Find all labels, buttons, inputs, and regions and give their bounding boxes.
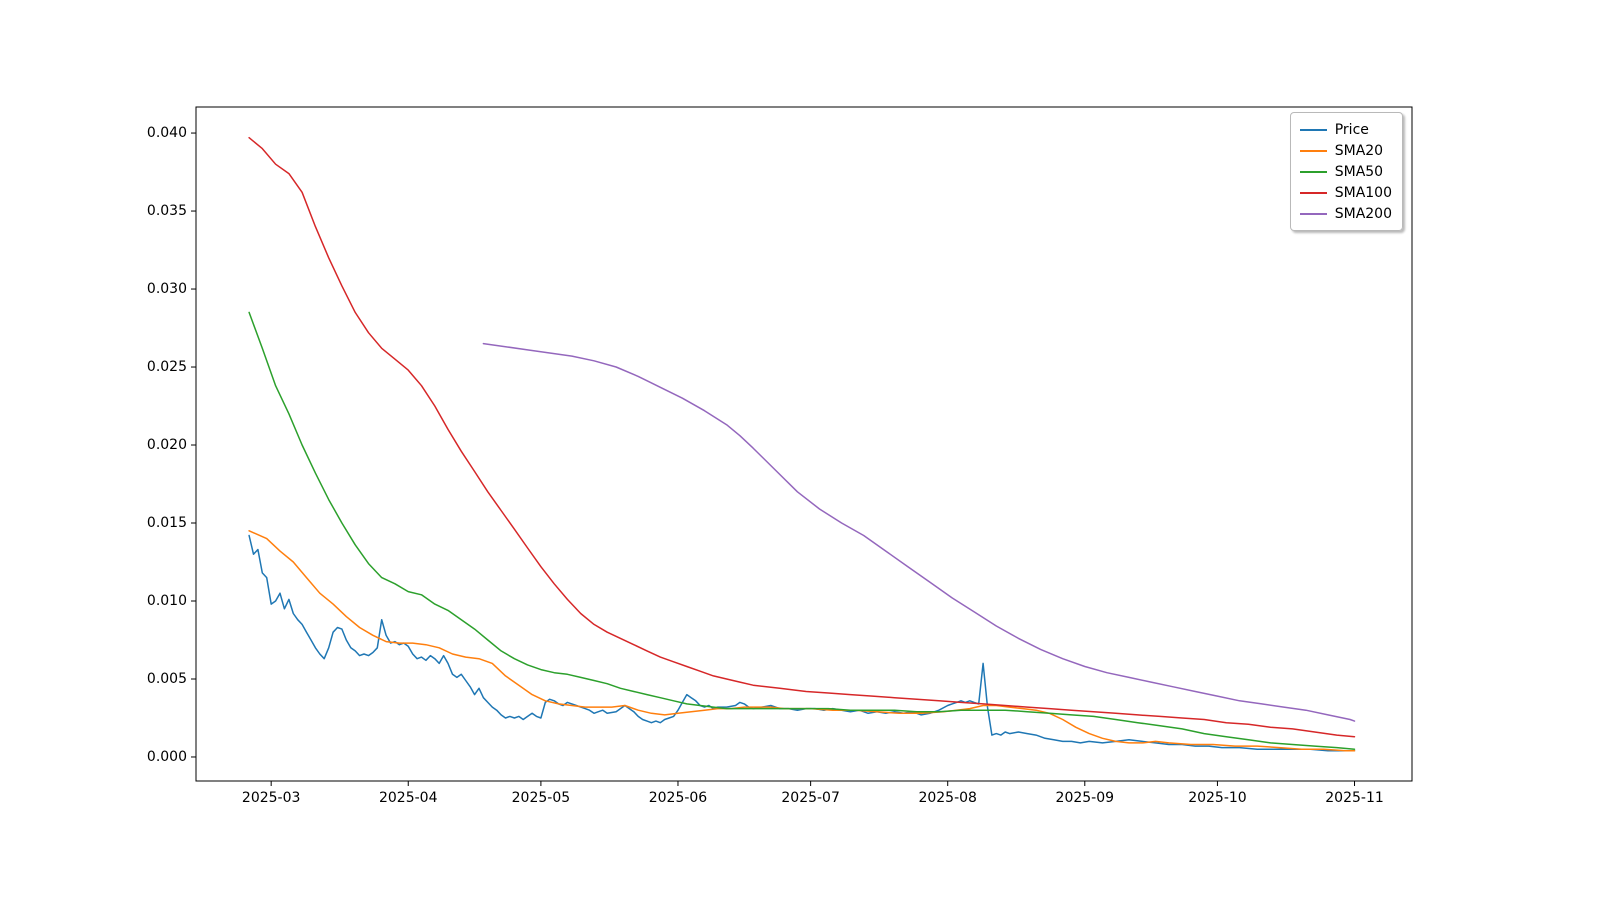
series-line-price	[248, 534, 1356, 752]
legend: Price SMA20 SMA50 SMA100 SMA200	[1289, 112, 1403, 231]
y-tick-label: 0.015	[146, 515, 187, 531]
legend-label-sma100: SMA100	[1334, 184, 1392, 201]
y-tick-label: 0.020	[146, 437, 187, 453]
x-tick-label: 2025-05	[511, 790, 571, 806]
x-tick-label: 2025-11	[1325, 790, 1384, 806]
plot-border	[195, 106, 1413, 782]
y-tick-label: 0.005	[146, 670, 187, 687]
legend-line-swatch-sma200	[1299, 212, 1327, 215]
y-tick-label: 0.000	[146, 748, 187, 765]
series-line-sma100	[248, 136, 1356, 738]
legend-label-sma20: SMA20	[1334, 142, 1384, 159]
x-tick-label: 2025-08	[918, 790, 977, 806]
series-line-sma20	[248, 530, 1356, 752]
x-tick-label: 2025-09	[1055, 790, 1115, 806]
y-tick-label: 0.030	[146, 281, 187, 298]
y-tick-label: 0.040	[146, 125, 187, 142]
legend-entry-sma50: SMA50	[1299, 161, 1392, 182]
y-tick-label: 0.035	[146, 203, 187, 220]
legend-entry-sma100: SMA100	[1299, 182, 1392, 203]
legend-entry-price: Price	[1299, 119, 1392, 140]
y-tick-label: 0.025	[146, 359, 187, 376]
series-line-sma200	[482, 342, 1356, 722]
x-tick-label: 2025-03	[241, 790, 301, 806]
x-tick-label: 2025-10	[1188, 790, 1247, 806]
x-tick-label: 2025-07	[781, 790, 840, 806]
legend-line-swatch-price	[1299, 128, 1327, 131]
legend-label-price: Price	[1334, 121, 1369, 138]
x-tick-label: 2025-06	[648, 790, 708, 806]
legend-line-swatch-sma100	[1299, 191, 1327, 194]
legend-entry-sma200: SMA200	[1299, 203, 1392, 224]
legend-label-sma200: SMA200	[1334, 205, 1392, 222]
x-tick-label: 2025-04	[378, 790, 438, 806]
legend-line-swatch-sma20	[1299, 149, 1327, 152]
legend-label-sma50: SMA50	[1334, 163, 1384, 180]
legend-entry-sma20: SMA20	[1299, 140, 1392, 161]
series-line-sma50	[248, 311, 1356, 750]
y-tick-label: 0.010	[146, 592, 187, 609]
legend-line-swatch-sma50	[1299, 170, 1327, 173]
